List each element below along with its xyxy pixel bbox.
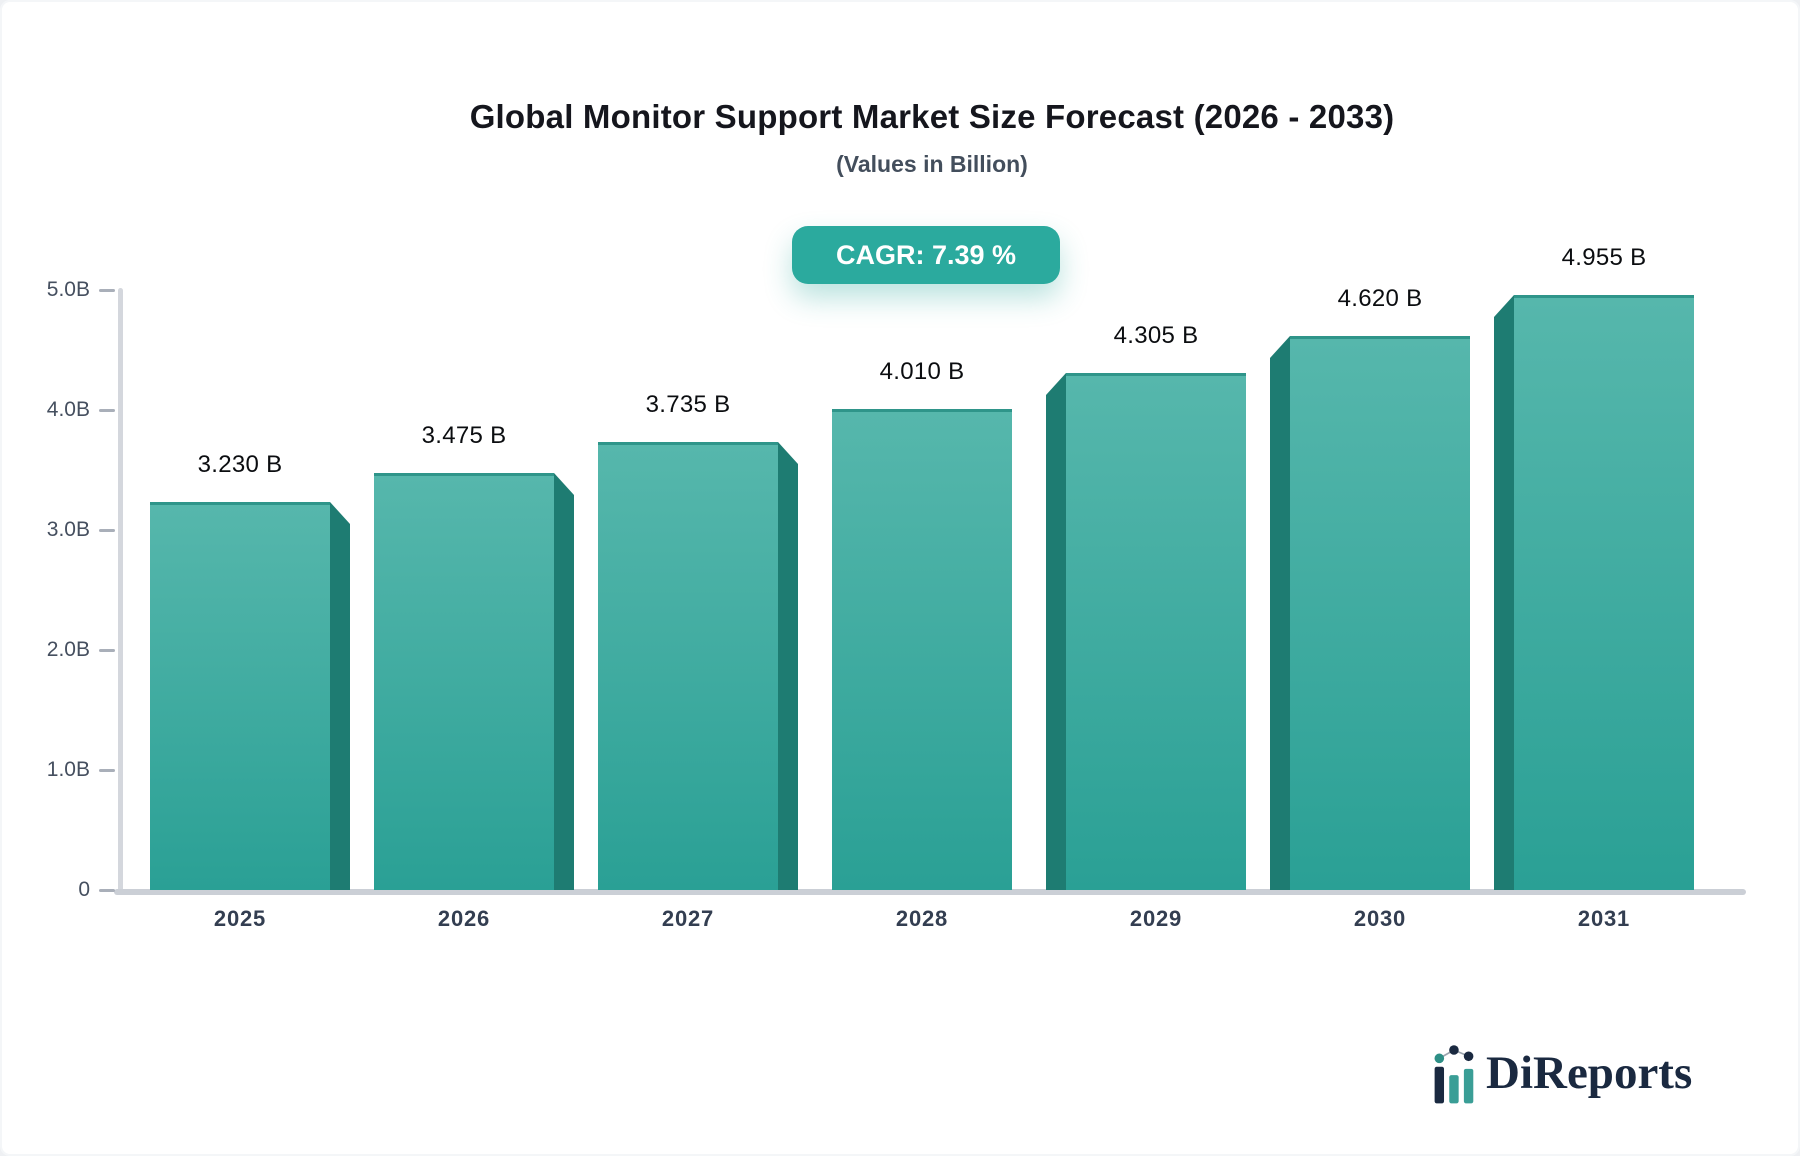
chart-subtitle: (Values in Billion): [836, 151, 1028, 177]
bar-2029: [1066, 373, 1246, 890]
bar-value-label-2029: 4.305 B: [1113, 322, 1199, 349]
bar-value-label-2025: 3.230 B: [197, 451, 283, 478]
y-axis-line: [118, 288, 123, 893]
bar-value-label-2027: 3.735 B: [645, 391, 731, 418]
x-axis-label-2030: 2030: [1353, 906, 1407, 931]
bar-side-2031: [1494, 295, 1514, 890]
x-axis-line: [114, 889, 1746, 895]
bar-2027: [598, 442, 778, 890]
y-axis-label-3.0B: 3.0B: [46, 518, 90, 541]
cagr-badge: CAGR: 7.39 %: [792, 226, 1060, 284]
x-axis-label-2025: 2025: [213, 906, 267, 931]
bar-side-2029: [1046, 373, 1066, 890]
y-axis-label-4.0B: 4.0B: [46, 398, 90, 421]
logo-text: DiReports: [1486, 1047, 1693, 1099]
y-axis-label-1.0B: 1.0B: [46, 758, 90, 781]
bar-value-label-2028: 4.010 B: [879, 358, 965, 385]
bar-side-2030: [1270, 336, 1290, 890]
bar-side-2026: [554, 473, 574, 890]
bar-2028: [832, 409, 1012, 890]
bar-2031: [1514, 295, 1694, 890]
y-axis-tick: [99, 289, 115, 292]
x-axis-label-2029: 2029: [1129, 906, 1183, 931]
y-axis-label-2.0B: 2.0B: [46, 638, 90, 661]
x-axis-label-2031: 2031: [1577, 906, 1631, 931]
bar-side-2027: [778, 442, 798, 890]
bar-2025: [150, 502, 330, 890]
y-axis-tick: [99, 889, 115, 892]
chart-title: Global Monitor Support Market Size Forec…: [469, 98, 1395, 135]
y-axis-tick: [99, 769, 115, 772]
bar-side-2025: [330, 502, 350, 890]
y-axis-tick: [99, 409, 115, 412]
bar-2030: [1290, 336, 1470, 890]
bar-value-label-2030: 4.620 B: [1337, 285, 1423, 312]
bar-2026: [374, 473, 554, 890]
y-axis-label-0: 0: [78, 878, 90, 901]
bar-value-label-2026: 3.475 B: [421, 422, 507, 449]
y-axis-label-5.0B: 5.0B: [46, 278, 90, 301]
bar-chart-logo-icon: [1434, 1045, 1474, 1104]
y-axis-tick: [99, 649, 115, 652]
x-axis-label-2028: 2028: [895, 906, 949, 931]
direports-logo: DiReports: [1432, 1042, 1692, 1104]
y-axis-tick: [99, 529, 115, 532]
x-axis-label-2027: 2027: [661, 906, 715, 931]
bar-value-label-2031: 4.955 B: [1561, 244, 1647, 271]
x-axis-label-2026: 2026: [437, 906, 491, 931]
